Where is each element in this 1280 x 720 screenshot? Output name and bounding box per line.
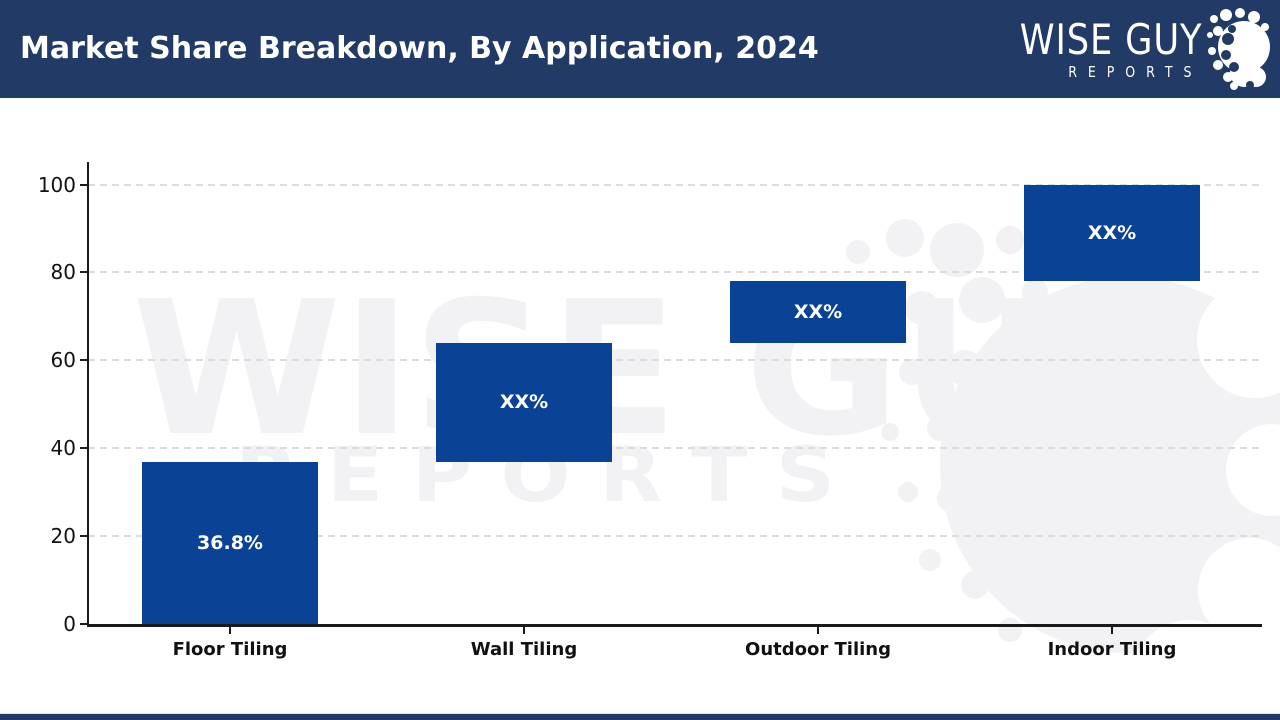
x-category-label: Floor Tiling: [172, 639, 288, 660]
logo-wordmark: WISE GUY REPORTS: [1019, 14, 1202, 81]
y-tick-label-100: 100: [37, 172, 76, 197]
watermark-dot: [961, 571, 989, 599]
watermark-dot: [881, 423, 899, 441]
bar-floor-tiling: 36.8%: [142, 462, 318, 624]
logo-head-dot: [1261, 23, 1269, 31]
y-tick-label-20: 20: [50, 524, 76, 549]
bar-value-label: XX%: [1087, 221, 1137, 244]
wiseguy-logo: WISE GUY REPORTS: [985, 7, 1270, 91]
logo-head-dot: [1248, 11, 1260, 23]
logo-head-dot: [1228, 25, 1236, 33]
y-tick-100: [80, 183, 87, 186]
watermark-dot: [898, 482, 918, 502]
watermark-dot: [905, 291, 939, 325]
logo-head-dot: [1213, 26, 1223, 36]
watermark-dot: [886, 219, 924, 257]
watermark-dot: [854, 370, 870, 386]
wiseguy-watermark: WISE GUY R E P O R T S: [132, 219, 1280, 720]
watermark-dot: [1198, 538, 1280, 642]
bar-value-label: 36.8%: [197, 532, 263, 555]
y-axis-line: [87, 162, 89, 626]
gridline-y40: [88, 447, 1262, 450]
watermark-dot: [1197, 282, 1280, 398]
x-tick-0: [229, 626, 231, 634]
watermark-dot: [940, 277, 1280, 653]
logo-head-dot: [1213, 60, 1223, 70]
x-category-label: Wall Tiling: [470, 639, 578, 660]
watermark-dot: [927, 415, 953, 441]
watermark-dot: [1022, 279, 1048, 305]
watermark-dot: [899, 359, 925, 385]
page-title: Market Share Breakdown, By Application, …: [20, 31, 819, 66]
x-tick-1: [523, 626, 525, 634]
watermark-dot: [919, 549, 941, 571]
y-tick-0: [80, 623, 87, 625]
bar-value-label: XX%: [499, 391, 549, 414]
bar-value-label: XX%: [793, 300, 843, 323]
watermark-dot: [1130, 620, 1250, 720]
x-category-label: Indoor Tiling: [1047, 639, 1177, 660]
logo-head-dot: [1210, 15, 1218, 23]
footer-bar: [0, 713, 1280, 720]
logo-head-dot: [1207, 32, 1213, 38]
gridline-y80: [88, 271, 1262, 274]
x-tick-3: [1111, 626, 1113, 634]
logo-head-dot: [1220, 9, 1232, 21]
gridline-y20: [88, 535, 1262, 538]
logo-head-dot: [1229, 62, 1239, 72]
y-tick-label-40: 40: [50, 436, 76, 461]
y-tick-label-60: 60: [50, 348, 76, 373]
watermark-dot: [996, 226, 1024, 254]
x-axis-line: [87, 624, 1262, 627]
header-bar: Market Share Breakdown, By Application, …: [0, 0, 1280, 98]
logo-head-dot: [1246, 81, 1254, 89]
y-tick-label-0: 0: [63, 612, 76, 636]
watermark-wordmark: WISE GUY: [132, 261, 1194, 477]
watermark-dot: [947, 350, 983, 386]
y-tick-label-80: 80: [50, 260, 76, 285]
logo-head-dot: [1230, 82, 1238, 90]
logo-head-dot: [1222, 33, 1234, 45]
bar-wall-tiling: XX%: [436, 342, 612, 463]
watermark-dot: [937, 483, 967, 513]
y-tick-60: [80, 359, 87, 362]
logo-line1: WISE GUY: [1019, 14, 1202, 64]
watermark-dot: [930, 223, 984, 277]
gridline-y60: [88, 359, 1262, 362]
watermark-dot: [959, 277, 1005, 323]
y-tick-20: [80, 535, 87, 538]
watermark-dot: [1226, 424, 1280, 516]
bar-outdoor-tiling: XX%: [730, 281, 906, 343]
y-tick-80: [80, 271, 87, 274]
logo-line2: REPORTS: [1067, 62, 1202, 81]
gridline-y100: [88, 183, 1262, 186]
x-tick-2: [817, 626, 819, 634]
watermark-dot: [846, 240, 870, 264]
y-tick-40: [80, 447, 87, 450]
logo-head-icon: [1207, 8, 1270, 90]
logo-head-dot: [1208, 47, 1216, 55]
watermark-head-icon: [846, 219, 1280, 720]
bar-indoor-tiling: XX%: [1024, 184, 1200, 282]
x-category-label: Outdoor Tiling: [745, 639, 891, 660]
logo-head-dot: [1223, 72, 1233, 82]
logo-head-dot: [1221, 50, 1231, 60]
logo-head-dot: [1235, 8, 1245, 18]
